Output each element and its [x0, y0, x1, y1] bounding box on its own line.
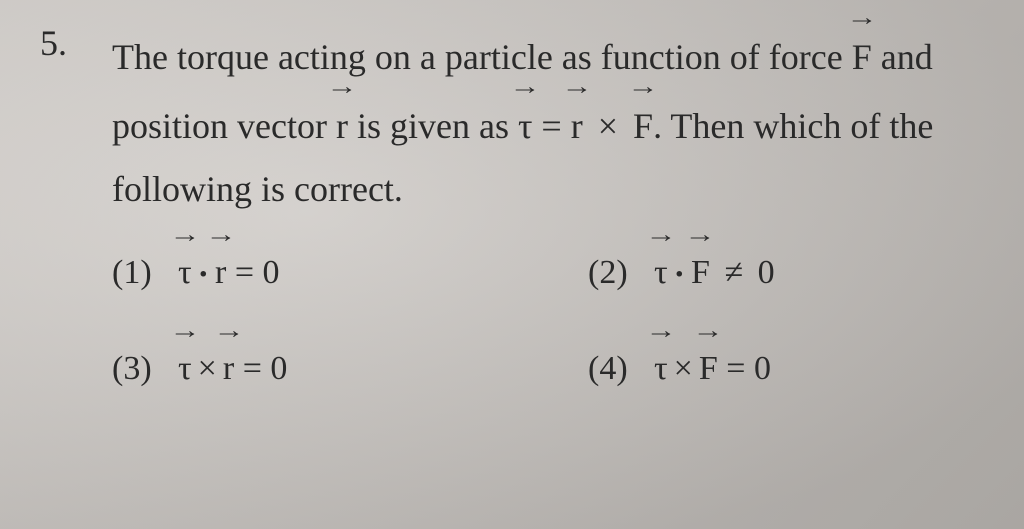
option-2: (2) τ·F ≠ 0: [588, 237, 984, 305]
question-block: 5. The torque acting on a particle as fu…: [40, 20, 984, 398]
option-label: (2): [588, 243, 640, 303]
relation: =: [243, 350, 262, 387]
option-label: (1): [112, 243, 164, 303]
vector-r: r: [336, 89, 348, 158]
relation: ≠: [724, 254, 743, 291]
vector-tau: τ: [654, 333, 668, 399]
cross-sign: ×: [589, 106, 627, 146]
rhs: 0: [263, 254, 280, 291]
relation: =: [726, 350, 745, 387]
question-stem: The torque acting on a particle as funct…: [112, 20, 984, 221]
vector-tau: τ: [178, 237, 192, 303]
option-label: (3): [112, 339, 164, 399]
cross-operator: ×: [198, 350, 217, 387]
rhs: 0: [758, 254, 775, 291]
vector-tau: τ: [518, 89, 532, 158]
relation: =: [235, 254, 254, 291]
vector-F: F: [691, 237, 710, 303]
cross-operator: ×: [674, 350, 693, 387]
vector-r2: r: [571, 89, 583, 158]
option-expression: τ×F = 0: [654, 333, 771, 399]
vector-r: r: [223, 333, 234, 399]
option-4: (4) τ×F = 0: [588, 333, 984, 399]
question-body: The torque acting on a particle as funct…: [112, 20, 984, 398]
option-label: (4): [588, 339, 640, 399]
option-expression: τ·F ≠ 0: [654, 237, 775, 305]
option-expression: τ·r = 0: [178, 237, 280, 305]
stem-text-3: is given as: [348, 106, 518, 146]
rhs: 0: [754, 350, 771, 387]
option-1: (1) τ·r = 0: [112, 237, 508, 305]
rhs: 0: [270, 350, 287, 387]
equals-sign: =: [532, 106, 570, 146]
question-number: 5.: [40, 20, 84, 398]
vector-tau: τ: [178, 333, 192, 399]
vector-F: F: [699, 333, 718, 399]
dot-operator: ·: [674, 245, 685, 305]
vector-tau: τ: [654, 237, 668, 303]
vector-F2: F: [633, 89, 653, 158]
option-expression: τ×r = 0: [178, 333, 287, 399]
options-grid: (1) τ·r = 0 (2) τ·F ≠ 0 (3) τ×r: [112, 237, 984, 398]
option-3: (3) τ×r = 0: [112, 333, 508, 399]
vector-F: F: [852, 20, 872, 89]
vector-r: r: [215, 237, 226, 303]
dot-operator: ·: [198, 245, 209, 305]
stem-text-1: The torque acting on a particle as funct…: [112, 37, 852, 77]
